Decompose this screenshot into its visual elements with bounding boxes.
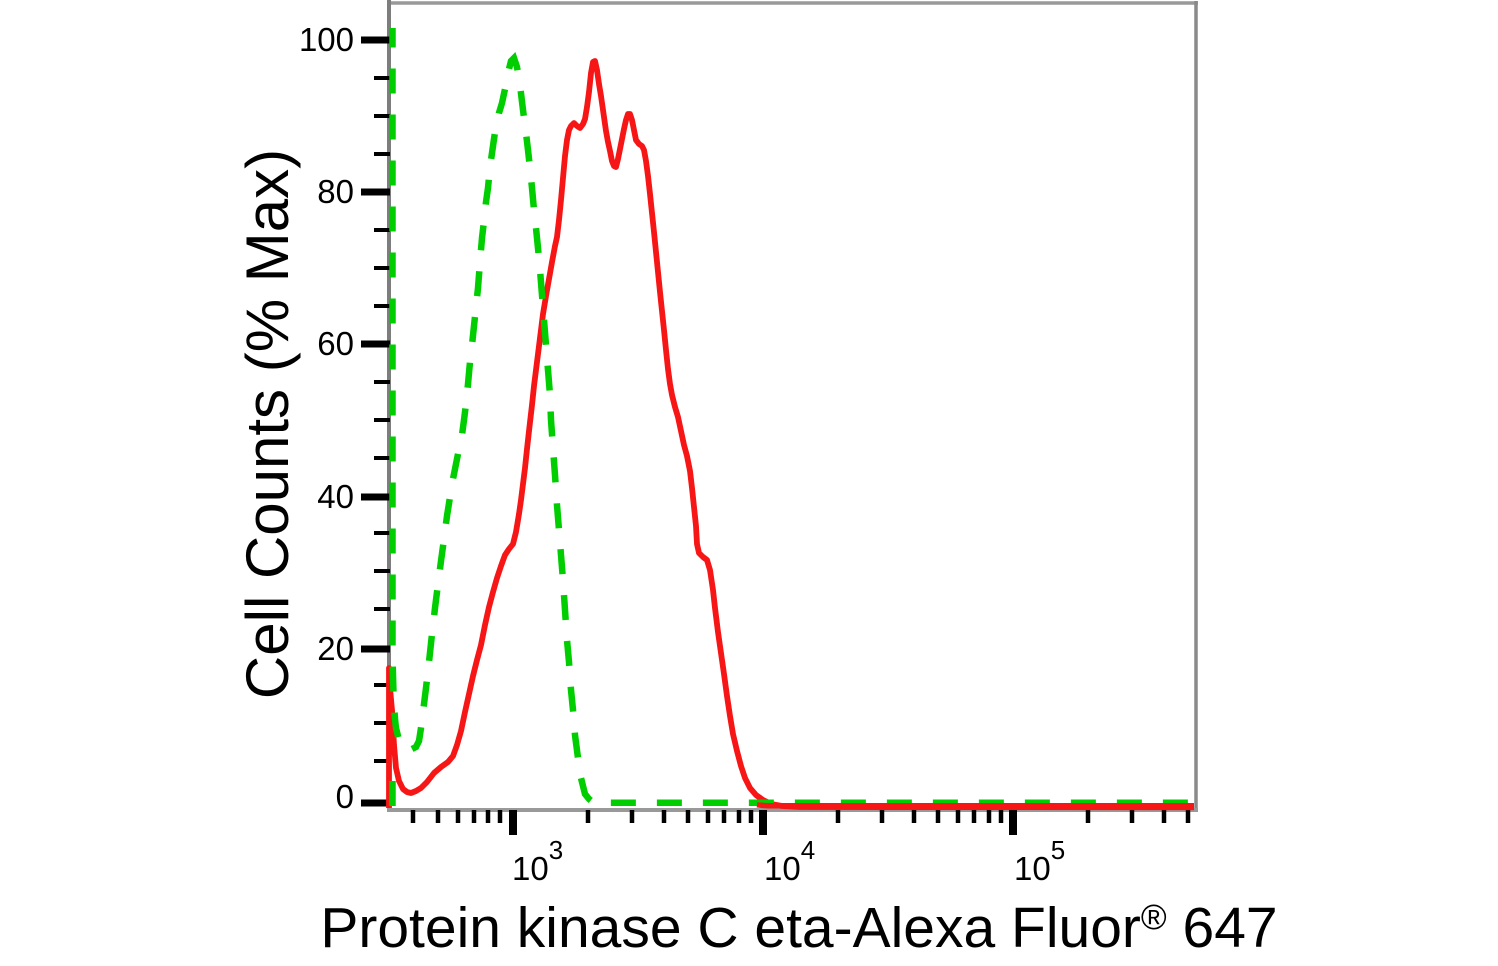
- svg-text:80: 80: [317, 173, 354, 210]
- svg-text:Protein kinase C eta-Alexa Flu: Protein kinase C eta-Alexa Fluor® 647: [320, 896, 1277, 960]
- svg-text:40: 40: [317, 478, 354, 515]
- svg-text:20: 20: [317, 630, 354, 667]
- svg-text:Cell Counts (% Max): Cell Counts (% Max): [234, 149, 301, 699]
- svg-text:0: 0: [336, 778, 354, 815]
- svg-text:100: 100: [299, 21, 354, 58]
- svg-text:60: 60: [317, 325, 354, 362]
